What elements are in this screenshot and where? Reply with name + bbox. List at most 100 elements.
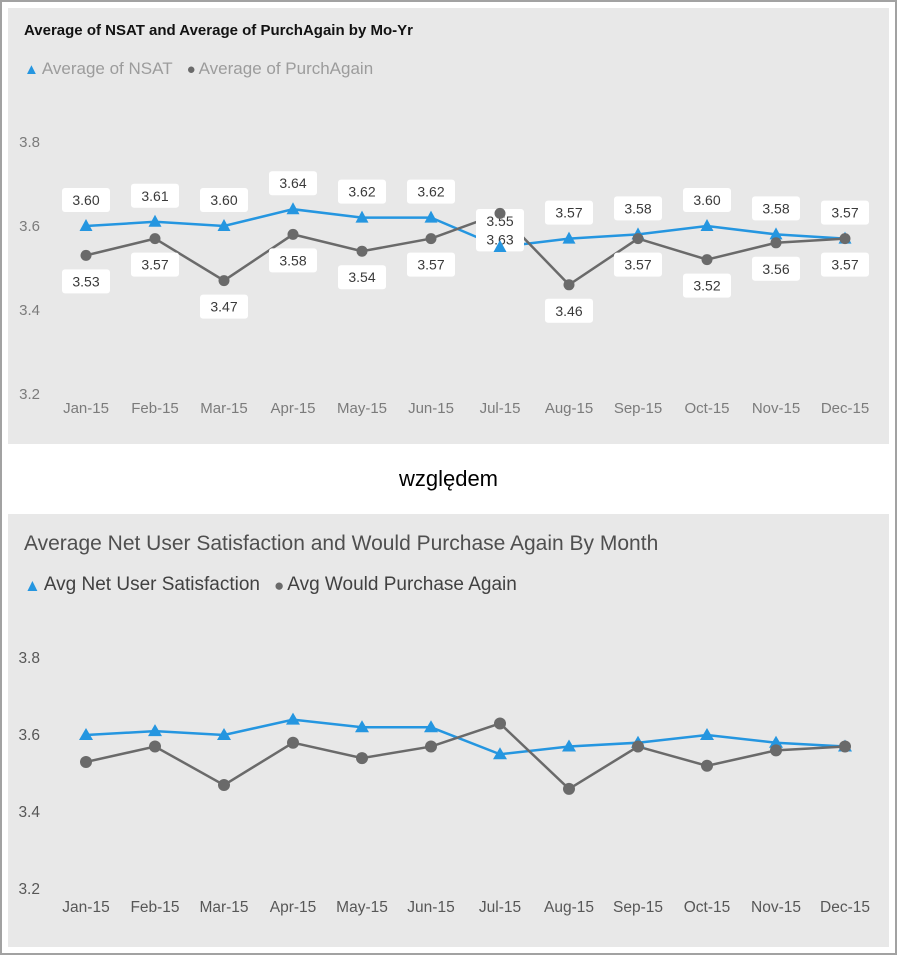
triangle-icon: ▲: [24, 575, 41, 595]
triangle-icon: ▲: [24, 60, 39, 78]
data-point-circle[interactable]: [287, 736, 299, 749]
legend-item-triangle[interactable]: ▲ Avg Net User Satisfaction: [24, 574, 260, 596]
legend-item-circle[interactable]: ● Avg Would Purchase Again: [274, 574, 517, 596]
data-point-triangle[interactable]: [493, 747, 507, 760]
data-label-box: [200, 294, 248, 319]
data-label: 3.61: [141, 188, 168, 204]
y-axis-label: 3.4: [18, 804, 40, 821]
data-point-circle[interactable]: [80, 249, 92, 261]
legend-label: Average of NSAT: [41, 59, 173, 78]
circle-series-line: [85, 722, 846, 791]
data-point-circle[interactable]: [356, 245, 368, 257]
data-label: 3.58: [624, 200, 651, 216]
data-point-triangle[interactable]: [769, 227, 783, 240]
data-label-box: [614, 252, 662, 277]
x-axis-label: Apr-15: [270, 899, 317, 916]
data-point-circle[interactable]: [632, 233, 644, 245]
data-point-triangle[interactable]: [286, 202, 300, 215]
data-label-box: [62, 269, 110, 294]
x-axis-label: Feb-15: [131, 400, 179, 417]
legend-label: Avg Would Purchase Again: [287, 574, 517, 595]
x-axis-label: Jan-15: [62, 899, 109, 916]
data-label-box: [338, 179, 386, 204]
data-point-circle[interactable]: [839, 740, 851, 753]
data-point-circle[interactable]: [494, 717, 506, 730]
data-point-triangle[interactable]: [79, 728, 93, 740]
data-label-box: [752, 256, 800, 281]
data-point-triangle[interactable]: [217, 728, 231, 740]
data-point-circle[interactable]: [701, 254, 713, 266]
data-label-box: [200, 188, 248, 212]
data-label: 3.57: [417, 257, 444, 273]
data-label-box: [131, 252, 179, 277]
data-point-circle[interactable]: [563, 279, 575, 291]
data-point-triangle[interactable]: [493, 240, 507, 252]
data-point-triangle[interactable]: [700, 219, 714, 231]
data-label: 3.57: [831, 205, 858, 221]
data-point-circle[interactable]: [287, 228, 299, 240]
data-point-circle[interactable]: [425, 233, 437, 245]
data-point-triangle[interactable]: [562, 739, 576, 752]
data-label-box: [131, 183, 179, 208]
data-label: 3.60: [72, 192, 99, 208]
data-point-triangle[interactable]: [424, 720, 438, 733]
y-axis-label: 3.6: [19, 218, 40, 235]
data-label-box: [821, 200, 869, 225]
data-label: 3.60: [693, 192, 720, 208]
x-axis-label: Mar-15: [199, 899, 248, 916]
data-point-triangle[interactable]: [286, 712, 300, 725]
x-axis-label: Apr-15: [270, 400, 315, 417]
data-point-triangle[interactable]: [700, 728, 714, 740]
data-point-circle[interactable]: [425, 740, 437, 753]
data-point-circle[interactable]: [563, 782, 575, 795]
y-axis-label: 3.4: [19, 302, 40, 319]
data-point-triangle[interactable]: [562, 231, 576, 244]
x-axis-label: Sep-15: [614, 400, 662, 417]
data-point-triangle[interactable]: [217, 219, 231, 231]
data-point-triangle[interactable]: [148, 214, 162, 227]
data-label: 3.46: [555, 303, 582, 319]
x-axis-label: Dec-15: [821, 400, 869, 417]
data-point-triangle[interactable]: [355, 720, 369, 733]
data-label-box: [683, 188, 731, 212]
data-point-circle[interactable]: [839, 233, 851, 245]
x-axis-label: Feb-15: [130, 899, 179, 916]
data-label-box: [338, 265, 386, 290]
circle-icon: ●: [273, 575, 285, 595]
chart-legend: ▲ Avg Net User Satisfaction ● Avg Would Pur…: [24, 572, 889, 598]
data-label-box: [752, 196, 800, 221]
data-label: 3.58: [762, 200, 789, 216]
data-point-triangle[interactable]: [148, 724, 162, 737]
nsat-purchagain-plot: 3.8 3.6 3.4 3.2 Jan-15 Feb-15 Mar-15 Apr-15 May-…: [19, 134, 869, 417]
data-point-triangle[interactable]: [769, 735, 783, 748]
data-label-box: [545, 298, 593, 323]
x-axis-label: Dec-15: [820, 899, 870, 916]
y-axis-label: 3.8: [19, 134, 40, 151]
x-axis-label: Nov-15: [751, 899, 801, 916]
data-point-circle[interactable]: [770, 744, 782, 757]
data-label: 3.63: [486, 231, 513, 247]
data-point-triangle[interactable]: [355, 210, 369, 223]
data-point-circle[interactable]: [218, 779, 230, 792]
x-axis-label: May-15: [337, 400, 387, 417]
circle-icon: ●: [186, 60, 196, 78]
data-label: 3.60: [210, 192, 237, 208]
legend-item-triangle[interactable]: ▲ Average of NSAT: [24, 59, 173, 79]
data-point-circle[interactable]: [770, 237, 782, 249]
x-axis-label: Aug-15: [545, 400, 593, 417]
data-point-circle[interactable]: [494, 207, 506, 219]
data-point-circle[interactable]: [356, 752, 368, 765]
data-point-circle[interactable]: [80, 755, 92, 768]
x-axis-label: Jul-15: [479, 899, 521, 916]
triangle-series-line: [85, 207, 846, 249]
data-point-circle[interactable]: [149, 233, 161, 245]
data-point-triangle[interactable]: [424, 210, 438, 223]
data-label-box: [269, 248, 317, 273]
data-point-circle[interactable]: [701, 759, 713, 772]
data-point-circle[interactable]: [149, 740, 161, 753]
data-point-triangle[interactable]: [79, 219, 93, 231]
legend-item-circle[interactable]: ● Average of PurchAgain: [187, 59, 374, 79]
data-point-circle[interactable]: [218, 275, 230, 287]
data-point-circle[interactable]: [632, 740, 644, 753]
